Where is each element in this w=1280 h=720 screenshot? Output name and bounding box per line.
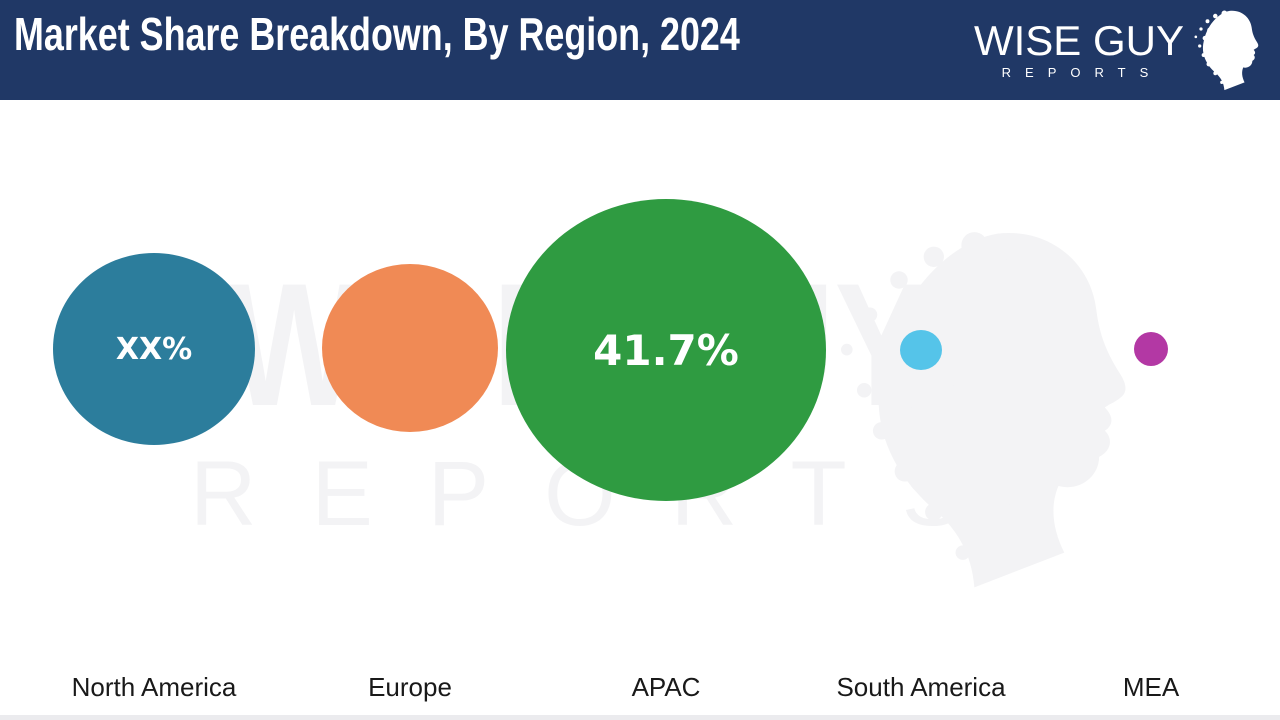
bubble-layer: XX% 41.7% xyxy=(0,100,1280,720)
brand-logo: WISE GUY REPORTS xyxy=(974,4,1266,96)
bubble-value-label-apac: 41.7% xyxy=(593,325,739,375)
header-bar: Market Share Breakdown, By Region, 2024 … xyxy=(0,0,1280,100)
bubble-apac: 41.7% xyxy=(506,199,826,501)
brand-name: WISE GUY xyxy=(973,17,1184,64)
bubble-value-label-north-america: XX% xyxy=(115,331,193,367)
category-axis-labels: North America Europe APAC South America MEA xyxy=(0,672,1280,706)
category-label-south-america: South America xyxy=(836,672,1006,702)
brand-logo-text: WISE GUY REPORTS xyxy=(973,17,1184,81)
category-label-north-america: North America xyxy=(71,672,237,702)
bubble-chart: WISE GUY REPORTS XX%41.7% North AmericaE… xyxy=(0,100,1280,720)
page-title: Market Share Breakdown, By Region, 2024 xyxy=(14,8,740,60)
bottom-strip xyxy=(0,715,1280,720)
wiseguy-head-icon xyxy=(1194,10,1259,90)
bubble-north-america: XX% xyxy=(53,253,255,445)
category-label-mea: MEA xyxy=(1122,672,1180,702)
bubble-europe xyxy=(322,264,498,432)
bubble-south-america xyxy=(900,330,942,370)
category-label-europe: Europe xyxy=(368,672,452,702)
bubble-mea xyxy=(1134,332,1168,366)
brand-subtitle: REPORTS xyxy=(1001,65,1163,80)
category-label-apac: APAC xyxy=(631,672,701,702)
